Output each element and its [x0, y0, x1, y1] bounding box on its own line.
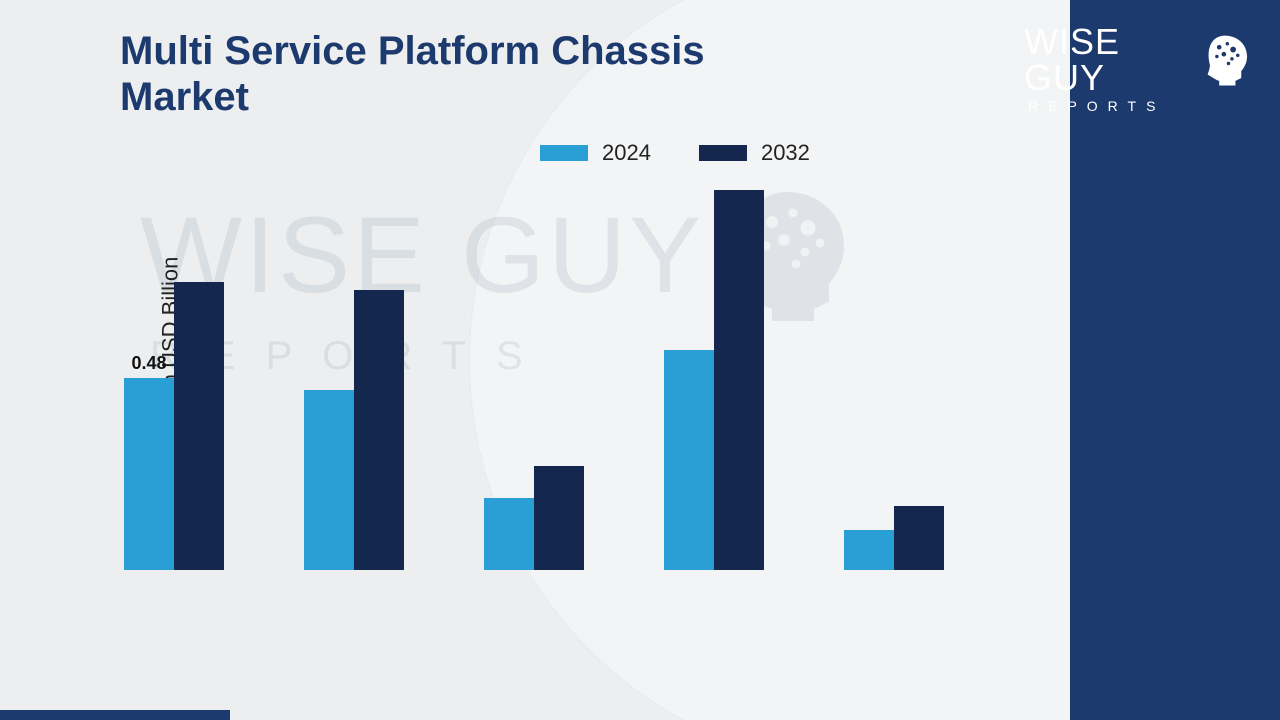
value-label: 0.48: [119, 353, 179, 374]
bar-2024: [484, 498, 534, 570]
legend-swatch: [699, 145, 747, 161]
legend-swatch: [540, 145, 588, 161]
brand-sub: REPORTS: [1024, 98, 1254, 114]
plot-area: 0.48NORTHAMERICAEUROPESOUTHAMERICAASIAPA…: [106, 170, 1010, 570]
bar-2032: [174, 282, 224, 570]
bar-2032: [354, 290, 404, 570]
bar-2032: [534, 466, 584, 570]
bar-chart: Market Size in USD Billion 0.48NORTHAMER…: [90, 170, 1010, 600]
bar-2024: [124, 378, 174, 570]
chart-title: Multi Service Platform Chassis Market: [120, 28, 820, 120]
bar-2024: [304, 390, 354, 570]
bar-2032: [714, 190, 764, 570]
bottom-accent-bar: [0, 710, 230, 720]
legend-item-2032: 2032: [699, 140, 810, 166]
bar-2024: [844, 530, 894, 570]
brand-name: WISE GUY: [1024, 24, 1192, 96]
bar-2032: [894, 506, 944, 570]
legend-label: 2024: [602, 140, 651, 166]
chart-canvas: WISE GUY REPORTS Multi Service Platform …: [0, 0, 1280, 720]
legend-item-2024: 2024: [540, 140, 651, 166]
brain-head-icon: [1196, 31, 1254, 89]
bar-2024: [664, 350, 714, 570]
brand-logo: WISE GUY REPORTS: [1024, 24, 1254, 114]
legend-label: 2032: [761, 140, 810, 166]
legend: 2024 2032: [540, 140, 810, 166]
